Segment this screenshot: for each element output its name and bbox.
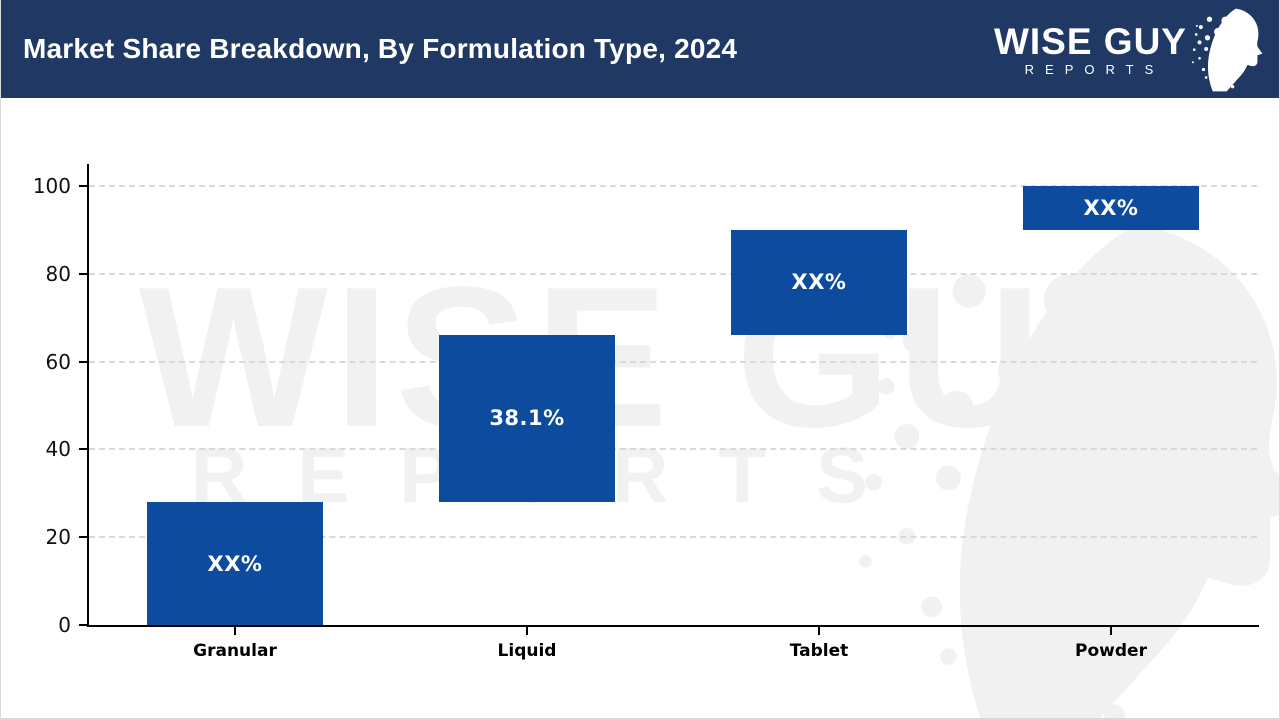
bar-value-label: XX% bbox=[1083, 195, 1139, 220]
y-tick-label-80: 80 bbox=[45, 261, 71, 286]
brand-logo: WISE GUY REPORTS bbox=[994, 6, 1271, 92]
bar-value-label: XX% bbox=[791, 270, 847, 295]
bar-value-label: 38.1% bbox=[489, 406, 565, 431]
gridline-40 bbox=[89, 448, 1257, 451]
gridline-60 bbox=[89, 360, 1257, 363]
page-title: Market Share Breakdown, By Formulation T… bbox=[23, 33, 738, 64]
x-tick-label-powder: Powder bbox=[1075, 641, 1147, 661]
brand-subtitle: REPORTS bbox=[1024, 61, 1165, 77]
x-tickmark-tablet bbox=[818, 627, 820, 635]
x-tickmark-granular bbox=[234, 627, 236, 635]
y-tickmark-80 bbox=[79, 272, 89, 275]
y-tickmark-40 bbox=[79, 448, 89, 451]
x-tick-label-liquid: Liquid bbox=[497, 641, 557, 661]
bar-value-label: XX% bbox=[207, 551, 263, 576]
gridline-100 bbox=[89, 185, 1257, 187]
header: Market Share Breakdown, By Formulation T… bbox=[1, 0, 1279, 98]
x-tick-label-granular: Granular bbox=[193, 641, 277, 661]
y-tickmark-0 bbox=[79, 624, 89, 626]
y-tick-label-0: 0 bbox=[58, 613, 71, 637]
y-tickmark-60 bbox=[79, 360, 89, 363]
brand-logo-text: WISE GUY REPORTS bbox=[994, 23, 1187, 76]
x-axis-line bbox=[87, 625, 1259, 627]
bar-liquid: 38.1% bbox=[439, 334, 615, 503]
bar-granular: XX% bbox=[147, 502, 323, 625]
bar-powder: XX% bbox=[1023, 186, 1199, 230]
brand-head-icon bbox=[1191, 8, 1263, 92]
gridline-80 bbox=[89, 272, 1257, 275]
y-tick-label-60: 60 bbox=[45, 349, 71, 374]
y-tick-label-100: 100 bbox=[32, 174, 71, 198]
y-tick-label-40: 40 bbox=[45, 437, 71, 462]
gridline-20 bbox=[89, 536, 1257, 539]
y-axis-line bbox=[87, 164, 89, 627]
x-tickmark-liquid bbox=[526, 627, 528, 635]
x-tickmark-powder bbox=[1110, 627, 1112, 635]
x-tick-label-tablet: Tablet bbox=[789, 641, 849, 661]
y-tickmark-100 bbox=[79, 185, 89, 187]
brand-wordmark: WISE GUY bbox=[993, 20, 1187, 62]
y-tick-label-20: 20 bbox=[45, 525, 71, 550]
y-tickmark-20 bbox=[79, 536, 89, 539]
bar-tablet: XX% bbox=[731, 229, 907, 335]
